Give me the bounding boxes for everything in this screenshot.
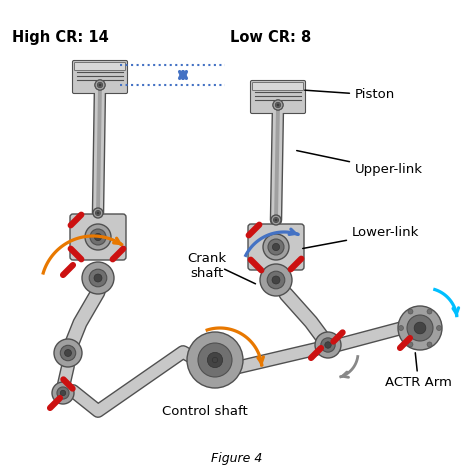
Circle shape xyxy=(268,239,284,255)
Circle shape xyxy=(97,212,99,214)
FancyBboxPatch shape xyxy=(74,62,126,70)
Circle shape xyxy=(427,342,432,347)
FancyBboxPatch shape xyxy=(248,224,304,270)
Circle shape xyxy=(275,219,277,221)
Circle shape xyxy=(273,218,279,222)
Circle shape xyxy=(95,211,100,215)
Circle shape xyxy=(98,82,102,88)
Circle shape xyxy=(95,80,105,90)
Circle shape xyxy=(275,103,281,108)
Circle shape xyxy=(271,215,281,225)
Circle shape xyxy=(209,354,221,366)
Circle shape xyxy=(427,309,432,314)
Circle shape xyxy=(273,100,283,110)
Circle shape xyxy=(272,276,280,284)
Circle shape xyxy=(407,315,433,341)
Text: Lower-link: Lower-link xyxy=(303,226,419,248)
FancyBboxPatch shape xyxy=(73,61,128,94)
Text: Piston: Piston xyxy=(305,89,395,102)
Text: Crank
shaft: Crank shaft xyxy=(187,252,227,280)
Text: Low CR: 8: Low CR: 8 xyxy=(230,30,311,45)
Circle shape xyxy=(273,100,283,110)
Circle shape xyxy=(94,274,102,282)
FancyBboxPatch shape xyxy=(250,81,306,114)
Circle shape xyxy=(60,345,76,361)
Circle shape xyxy=(85,224,111,250)
Circle shape xyxy=(437,325,441,330)
Circle shape xyxy=(277,104,279,106)
Circle shape xyxy=(325,342,331,348)
Circle shape xyxy=(89,269,107,287)
Circle shape xyxy=(315,332,341,358)
Circle shape xyxy=(260,264,292,296)
Circle shape xyxy=(398,306,442,350)
Text: High CR: 14: High CR: 14 xyxy=(12,30,109,45)
Circle shape xyxy=(187,332,243,388)
Circle shape xyxy=(52,382,74,404)
Circle shape xyxy=(408,342,413,347)
Circle shape xyxy=(205,350,225,370)
Circle shape xyxy=(60,391,66,396)
Circle shape xyxy=(99,84,101,86)
Circle shape xyxy=(82,262,114,294)
Circle shape xyxy=(198,343,232,377)
Text: ACTR Arm: ACTR Arm xyxy=(385,353,452,390)
Circle shape xyxy=(95,80,105,90)
Circle shape xyxy=(212,357,218,363)
Circle shape xyxy=(263,234,289,260)
Circle shape xyxy=(267,271,285,289)
Circle shape xyxy=(207,352,223,368)
FancyBboxPatch shape xyxy=(253,82,303,90)
Circle shape xyxy=(57,387,69,399)
Circle shape xyxy=(90,229,106,245)
Circle shape xyxy=(94,233,101,240)
Circle shape xyxy=(275,103,281,108)
Circle shape xyxy=(273,243,280,251)
Circle shape xyxy=(399,325,403,330)
FancyBboxPatch shape xyxy=(70,214,126,260)
Circle shape xyxy=(414,322,426,334)
Circle shape xyxy=(321,338,335,352)
Circle shape xyxy=(64,350,72,356)
Text: Control shaft: Control shaft xyxy=(162,405,248,418)
Text: Figure 4: Figure 4 xyxy=(211,452,263,465)
Circle shape xyxy=(98,82,102,88)
Circle shape xyxy=(54,339,82,367)
Circle shape xyxy=(93,208,103,218)
Text: Upper-link: Upper-link xyxy=(297,151,423,177)
Circle shape xyxy=(408,309,413,314)
